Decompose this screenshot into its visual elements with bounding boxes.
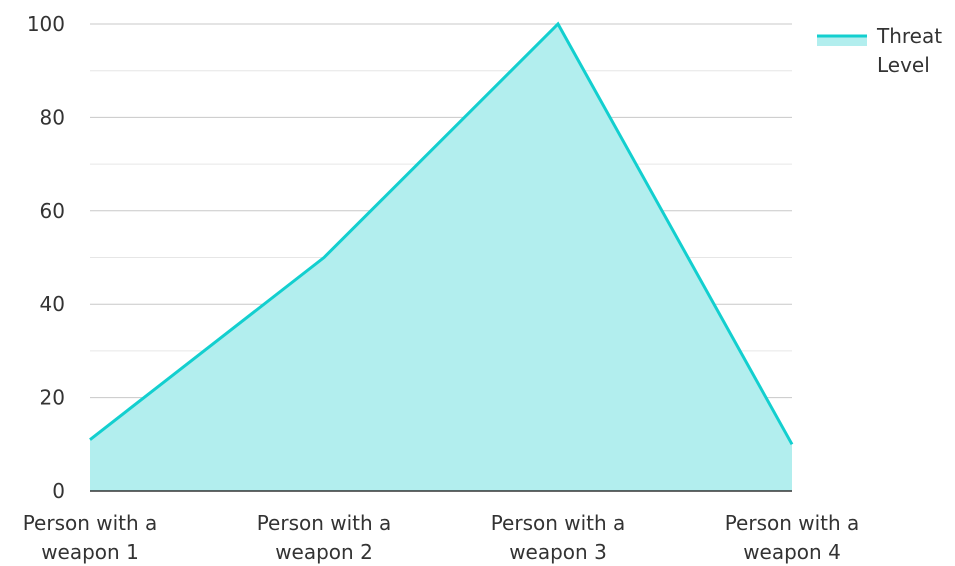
y-tick-label-20: 20: [40, 386, 65, 410]
x-tick-label-1: Person with a weapon 1: [23, 511, 158, 564]
y-tick-label-80: 80: [40, 105, 65, 129]
legend-swatch-fill: [817, 36, 867, 46]
y-tick-label-60: 60: [40, 199, 65, 223]
area-fill-threat-level: [90, 24, 792, 491]
legend-label-threat-level: Threat Level: [876, 24, 942, 77]
y-tick-label-0: 0: [52, 479, 65, 503]
legend: Threat Level: [817, 24, 942, 77]
x-tick-label-2: Person with a weapon 2: [257, 511, 392, 564]
y-tick-label-100: 100: [27, 12, 65, 36]
y-tick-label-40: 40: [40, 292, 65, 316]
x-tick-label-3: Person with a weapon 3: [491, 511, 626, 564]
x-tick-label-4: Person with a weapon 4: [725, 511, 860, 564]
x-axis: Person with a weapon 1 Person with a weapon…: [23, 490, 860, 564]
area-series: [89, 21, 794, 491]
y-axis: 0 20 40 60 80 100: [27, 12, 65, 503]
series-line-threat-level: [89, 21, 794, 446]
